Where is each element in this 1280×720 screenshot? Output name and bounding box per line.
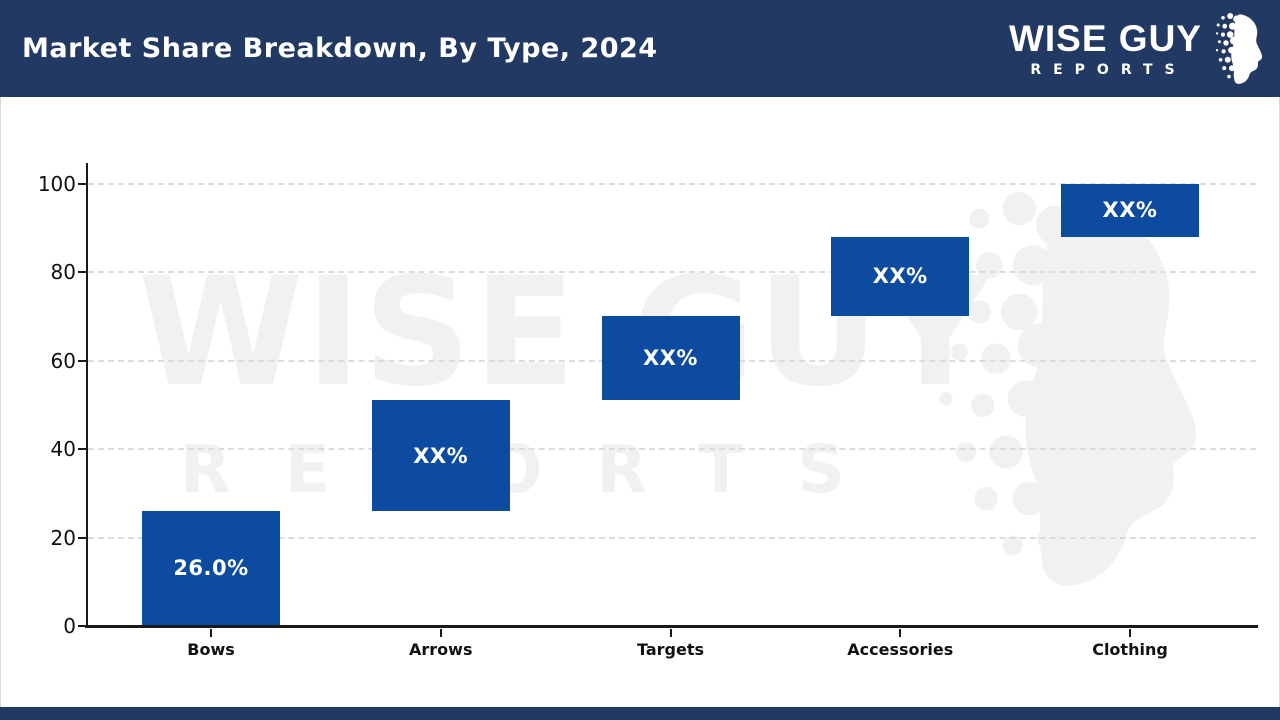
bar-value-label-targets: XX% [643, 346, 698, 371]
y-axis-tick-20 [78, 536, 86, 539]
bar-value-label-bows: 26.0% [173, 556, 249, 581]
y-axis-label-60: 60 [50, 348, 76, 373]
x-axis-label-accessories: Accessories [847, 640, 954, 659]
bar-value-label-accessories: XX% [872, 264, 928, 289]
header-bar: Market Share Breakdown, By Type, 2024 WI… [0, 0, 1280, 97]
bar-value-label-arrows: XX% [413, 443, 469, 468]
gridline-100 [88, 182, 1256, 185]
x-axis-label-bows: Bows [187, 640, 235, 659]
x-axis-tick-bows [210, 629, 212, 637]
x-axis-label-arrows: Arrows [409, 640, 473, 659]
x-axis-tick-clothing [1129, 629, 1131, 637]
bar-accessories: XX% [831, 236, 970, 317]
y-axis-label-100: 100 [37, 171, 76, 196]
bar-bows: 26.0% [142, 510, 280, 626]
y-axis-line [86, 163, 88, 628]
bar-targets: XX% [601, 316, 740, 401]
gridline-20 [88, 536, 1256, 539]
wiseguy-logo: WISE GUY REPORTS [1008, 12, 1280, 85]
logo-wiseguy-text: WISE GUY [1008, 18, 1202, 59]
x-axis-line [85, 625, 1258, 628]
logo-reports-text: REPORTS [1030, 62, 1187, 78]
y-axis-tick-40 [78, 448, 86, 450]
y-axis-tick-0 [78, 625, 86, 627]
page-title: Market Share Breakdown, By Type, 2024 [22, 33, 658, 64]
gridline-40 [88, 448, 1256, 450]
watermark-reports-text: REPORTS [180, 431, 899, 508]
x-axis-tick-targets [669, 629, 672, 637]
footer-bar [0, 707, 1280, 720]
y-axis-label-40: 40 [50, 437, 76, 461]
x-axis-tick-arrows [439, 629, 442, 637]
y-axis-tick-60 [78, 359, 86, 362]
y-axis-label-80: 80 [50, 260, 76, 284]
y-axis-label-20: 20 [50, 525, 76, 550]
y-axis-tick-80 [78, 271, 86, 273]
bar-clothing: XX% [1061, 183, 1199, 237]
x-axis-label-clothing: Clothing [1092, 640, 1168, 659]
y-axis-label-0: 0 [63, 614, 76, 638]
bar-value-label-clothing: XX% [1102, 198, 1158, 223]
y-axis-tick-100 [78, 182, 86, 185]
logo-head-icon [1215, 12, 1263, 84]
bar-arrows: XX% [371, 400, 510, 511]
gridline-80 [88, 271, 1256, 273]
x-axis-tick-accessories [899, 629, 902, 637]
x-axis-label-targets: Targets [636, 640, 704, 659]
